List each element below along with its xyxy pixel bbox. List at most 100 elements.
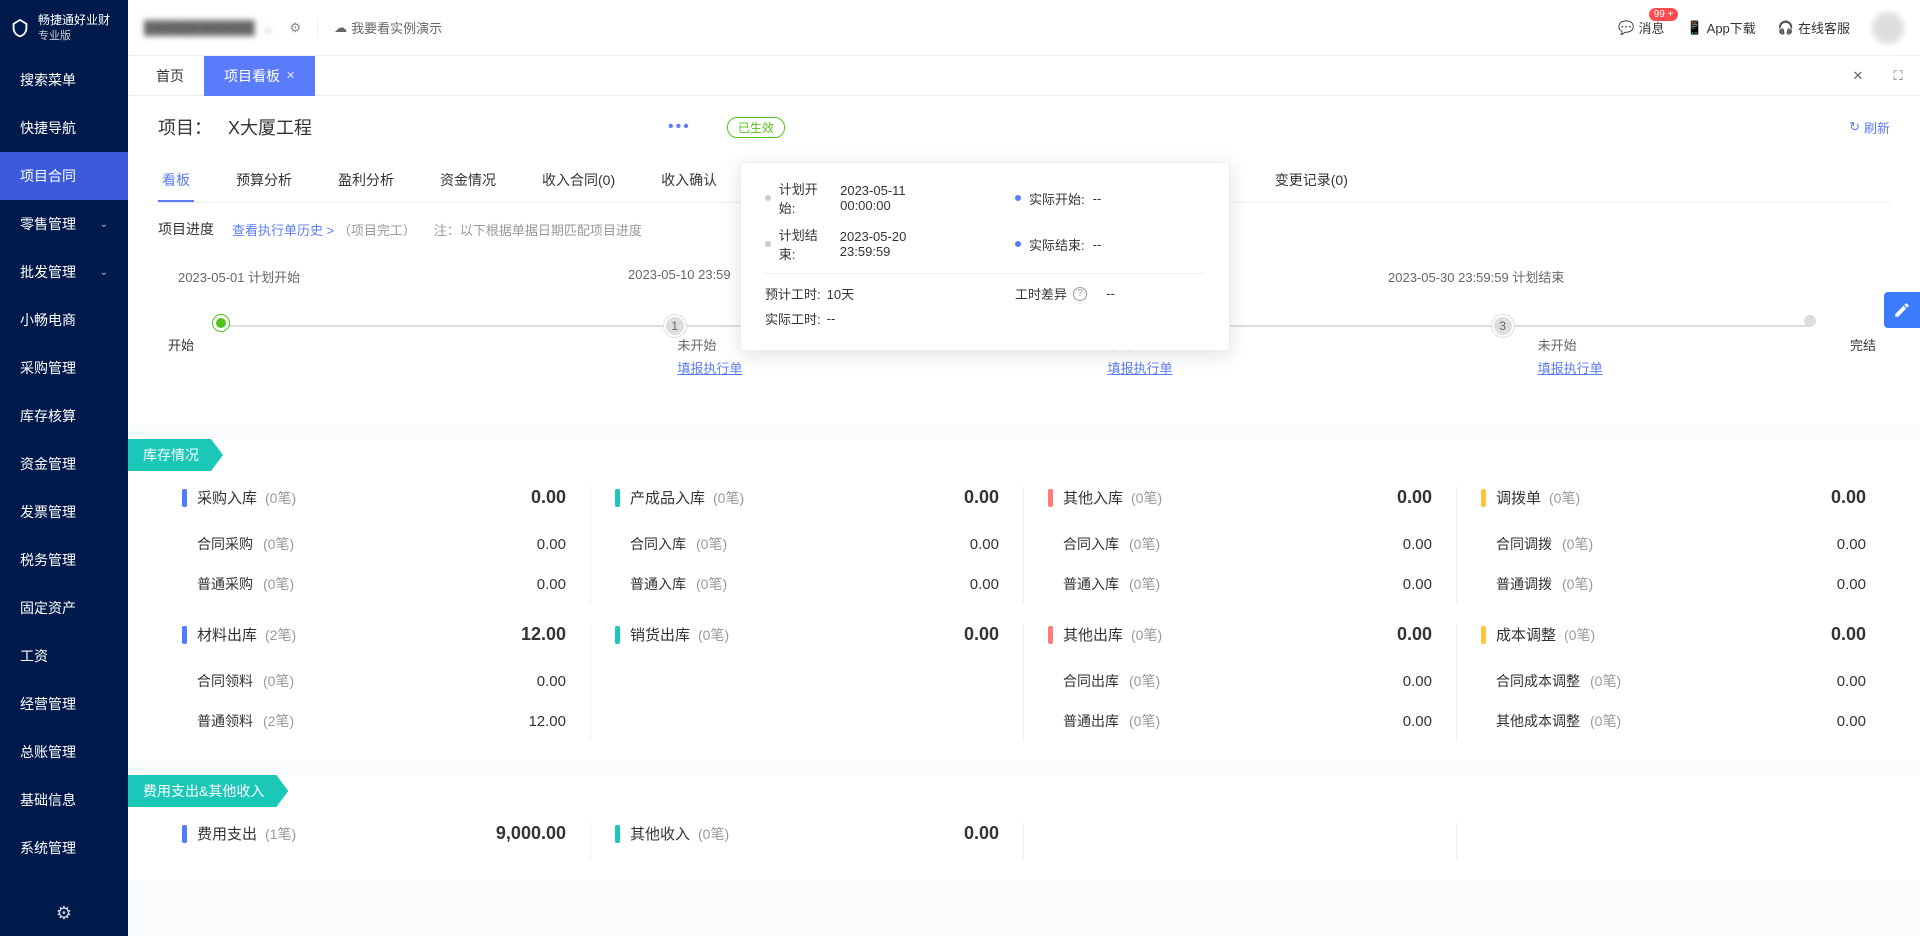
close-icon[interactable]: ✕ bbox=[286, 69, 295, 82]
card-title: 调拨单 bbox=[1496, 487, 1541, 508]
service-button[interactable]: 🎧 在线客服 bbox=[1778, 18, 1850, 37]
sidebar-item-6[interactable]: 采购管理 bbox=[0, 344, 128, 392]
sidebar-item-12[interactable]: 工资 bbox=[0, 632, 128, 680]
card-col: 销货出库 (0笔) 0.00 bbox=[591, 624, 1024, 741]
company-selector[interactable]: ████████████ ⌄ bbox=[144, 20, 273, 36]
card-head: 其他入库 (0笔) 0.00 bbox=[1048, 487, 1432, 508]
sidebar-item-14[interactable]: 总账管理 bbox=[0, 728, 128, 776]
sidebar-item-label: 库存核算 bbox=[20, 406, 76, 426]
card-line: 合同采购 (0笔) 0.00 bbox=[182, 524, 566, 564]
sidebar-item-13[interactable]: 经营管理 bbox=[0, 680, 128, 728]
card-count: (0笔) bbox=[713, 488, 744, 508]
start-date: 2023-05-01 计划开始 bbox=[178, 267, 300, 286]
download-label: App下载 bbox=[1707, 18, 1756, 37]
sidebar-item-9[interactable]: 发票管理 bbox=[0, 488, 128, 536]
sidebar: 畅捷通好业财 专业版 搜索菜单快捷导航项目合同零售管理⌄批发管理⌄小畅电商采购管… bbox=[0, 0, 128, 936]
sidebar-item-1[interactable]: 快捷导航 bbox=[0, 104, 128, 152]
fill-link-3[interactable]: 填报执行单 bbox=[1538, 358, 1603, 377]
avatar[interactable] bbox=[1872, 12, 1904, 44]
cards-row-2: 材料出库 (2笔) 12.00 合同领料 (0笔) 0.00 普通领料 (2笔)… bbox=[128, 624, 1920, 761]
demo-link[interactable]: ☁ 我要看实例演示 bbox=[334, 18, 442, 37]
gear-icon[interactable]: ⚙ bbox=[56, 903, 72, 924]
sidebar-item-label: 批发管理 bbox=[20, 262, 76, 282]
sidebar-item-3[interactable]: 零售管理 ⌄ bbox=[0, 200, 128, 248]
card-count: (0笔) bbox=[698, 625, 729, 645]
settings-icon[interactable]: ⚙ bbox=[289, 20, 301, 36]
demo-text: 我要看实例演示 bbox=[351, 18, 442, 37]
sidebar-item-label: 搜索菜单 bbox=[20, 70, 76, 90]
download-button[interactable]: 📱 App下载 bbox=[1686, 18, 1755, 37]
card-count: (0笔) bbox=[1131, 488, 1162, 508]
mid-date: 2023-05-10 23:59 bbox=[628, 267, 731, 282]
sidebar-item-5[interactable]: 小畅电商 bbox=[0, 296, 128, 344]
refresh-button[interactable]: ↻ 刷新 bbox=[1849, 118, 1890, 137]
sidebar-item-label: 项目合同 bbox=[20, 166, 76, 186]
line-name: 其他成本调整 bbox=[1496, 711, 1580, 731]
card-title: 其他收入 bbox=[630, 823, 690, 844]
tab-home[interactable]: 首页 bbox=[136, 56, 204, 96]
sidebar-item-label: 资金管理 bbox=[20, 454, 76, 474]
sidebar-item-15[interactable]: 基础信息 bbox=[0, 776, 128, 824]
sidebar-item-10[interactable]: 税务管理 bbox=[0, 536, 128, 584]
sidebar-item-11[interactable]: 固定资产 bbox=[0, 584, 128, 632]
company-name: ████████████ bbox=[144, 20, 255, 35]
inner-tab-3[interactable]: 资金情况 bbox=[436, 160, 500, 202]
card-line: 普通入库 (0笔) 0.00 bbox=[615, 564, 999, 604]
card-value: 0.00 bbox=[531, 487, 566, 508]
fill-link-1[interactable]: 填报执行单 bbox=[677, 358, 742, 377]
node-3[interactable]: 3 bbox=[1492, 315, 1514, 337]
color-bar bbox=[615, 489, 620, 507]
chevron-down-icon: ⌄ bbox=[100, 219, 108, 230]
dot-icon bbox=[765, 195, 771, 201]
card-line: 合同入库 (0笔) 0.00 bbox=[615, 524, 999, 564]
inner-tab-5[interactable]: 收入确认 bbox=[657, 160, 721, 202]
feedback-button[interactable] bbox=[1884, 292, 1920, 328]
card-title: 产成品入库 bbox=[630, 487, 705, 508]
history-link[interactable]: 查看执行单历史 > （项目完工） bbox=[232, 220, 416, 239]
sidebar-item-2[interactable]: 项目合同 bbox=[0, 152, 128, 200]
tabs-row: 首页 项目看板 ✕ ✕ ⛶ bbox=[128, 56, 1920, 96]
card-value: 0.00 bbox=[1397, 487, 1432, 508]
help-icon[interactable]: ? bbox=[1073, 287, 1087, 301]
line-value: 0.00 bbox=[970, 576, 999, 593]
chevron-down-icon: ⌄ bbox=[100, 267, 108, 278]
dot-icon bbox=[765, 241, 771, 247]
sidebar-item-label: 税务管理 bbox=[20, 550, 76, 570]
card-count: (0笔) bbox=[265, 488, 296, 508]
line-value: 0.00 bbox=[1837, 713, 1866, 730]
node-1[interactable]: 1 bbox=[664, 315, 686, 337]
inner-tab-4[interactable]: 收入合同(0) bbox=[538, 160, 619, 202]
card-line: 合同出库 (0笔) 0.00 bbox=[1048, 661, 1432, 701]
sidebar-item-8[interactable]: 资金管理 bbox=[0, 440, 128, 488]
line-value: 0.00 bbox=[1837, 536, 1866, 553]
sidebar-item-label: 系统管理 bbox=[20, 838, 76, 858]
sidebar-item-7[interactable]: 库存核算 bbox=[0, 392, 128, 440]
close-all-icon[interactable]: ✕ bbox=[1844, 62, 1872, 90]
line-count: (0笔) bbox=[1129, 574, 1160, 594]
logo-icon bbox=[8, 16, 32, 40]
card-count: (1笔) bbox=[265, 824, 296, 844]
inner-tab-2[interactable]: 盈利分析 bbox=[334, 160, 398, 202]
color-bar bbox=[615, 825, 620, 843]
inner-tab-11[interactable]: 变更记录(0) bbox=[1271, 160, 1352, 202]
inner-tab-1[interactable]: 预算分析 bbox=[232, 160, 296, 202]
fullscreen-icon[interactable]: ⛶ bbox=[1884, 62, 1912, 90]
sidebar-item-4[interactable]: 批发管理 ⌄ bbox=[0, 248, 128, 296]
tab-project-board[interactable]: 项目看板 ✕ bbox=[204, 56, 315, 96]
node-state: 未开始 bbox=[677, 335, 742, 354]
sidebar-item-16[interactable]: 系统管理 bbox=[0, 824, 128, 872]
fill-link-2[interactable]: 填报执行单 bbox=[1107, 358, 1172, 377]
sidebar-item-label: 零售管理 bbox=[20, 214, 76, 234]
card-head: 成本调整 (0笔) 0.00 bbox=[1481, 624, 1866, 645]
sidebar-item-0[interactable]: 搜索菜单 bbox=[0, 56, 128, 104]
card-count: (0笔) bbox=[1549, 488, 1580, 508]
card-value: 0.00 bbox=[964, 487, 999, 508]
card-value: 0.00 bbox=[1831, 624, 1866, 645]
more-icon[interactable]: ••• bbox=[668, 118, 691, 136]
messages-button[interactable]: 💬 消息 99 + bbox=[1618, 18, 1664, 37]
card-col: 调拨单 (0笔) 0.00 合同调拨 (0笔) 0.00 普通调拨 (0笔) 0… bbox=[1457, 487, 1890, 604]
inner-tab-0[interactable]: 看板 bbox=[158, 160, 194, 202]
card-col: 费用支出 (1笔) 9,000.00 bbox=[158, 823, 591, 860]
progress-note: 注：以下根据单据日期匹配项目进度 bbox=[434, 220, 642, 239]
color-bar bbox=[182, 626, 187, 644]
